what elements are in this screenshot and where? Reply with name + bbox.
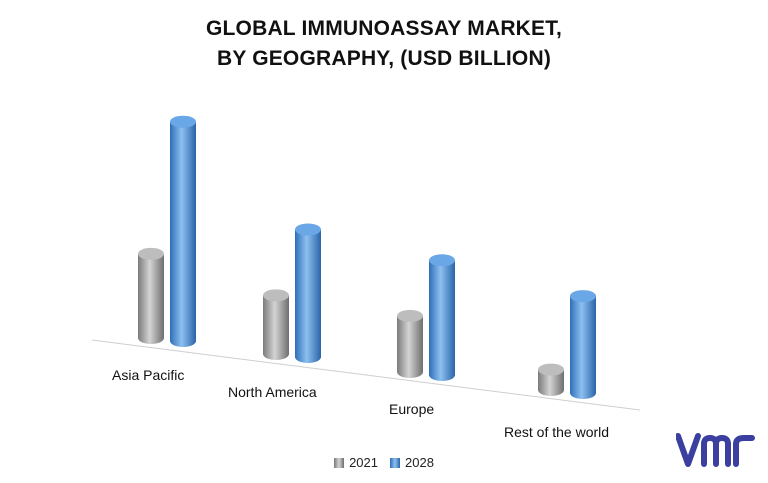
category-label-north-america: North America [228, 384, 317, 400]
bar-2021-rest-of-the-world [538, 363, 564, 396]
legend: 2021 2028 [0, 455, 768, 470]
category-label-asia-pacific: Asia Pacific [112, 367, 185, 383]
legend-swatch-2028 [390, 457, 400, 468]
category-label-europe: Europe [389, 401, 435, 417]
bar-2028-rest-of-the-world [570, 290, 596, 399]
bar-2028-north-america [295, 223, 321, 363]
legend-swatch-2021 [334, 457, 345, 468]
legend-item-2021: 2021 [334, 455, 378, 470]
bar-2028-europe [429, 254, 455, 381]
legend-label-2028: 2028 [405, 455, 434, 470]
bar-2021-north-america [263, 289, 289, 360]
bar-2021-europe [397, 309, 423, 378]
bar-2021-asia-pacific [138, 247, 164, 344]
chart-title-line-1: GLOBAL IMMUNOASSAY MARKET, [205, 17, 562, 40]
vmr-logo [676, 433, 755, 467]
legend-label-2021: 2021 [349, 455, 378, 470]
bar-2028-asia-pacific [170, 115, 196, 347]
legend-item-2028: 2028 [390, 455, 434, 470]
category-label-rest-of-the-world: Rest of the world [504, 424, 610, 440]
chart-title: GLOBAL IMMUNOASSAY MARKET, BY GEOGRAPHY,… [0, 14, 768, 74]
x-axis-baseline [91, 339, 641, 411]
bars-group [138, 115, 596, 399]
chart-title-line-2: BY GEOGRAPHY, (USD BILLION) [216, 47, 552, 70]
